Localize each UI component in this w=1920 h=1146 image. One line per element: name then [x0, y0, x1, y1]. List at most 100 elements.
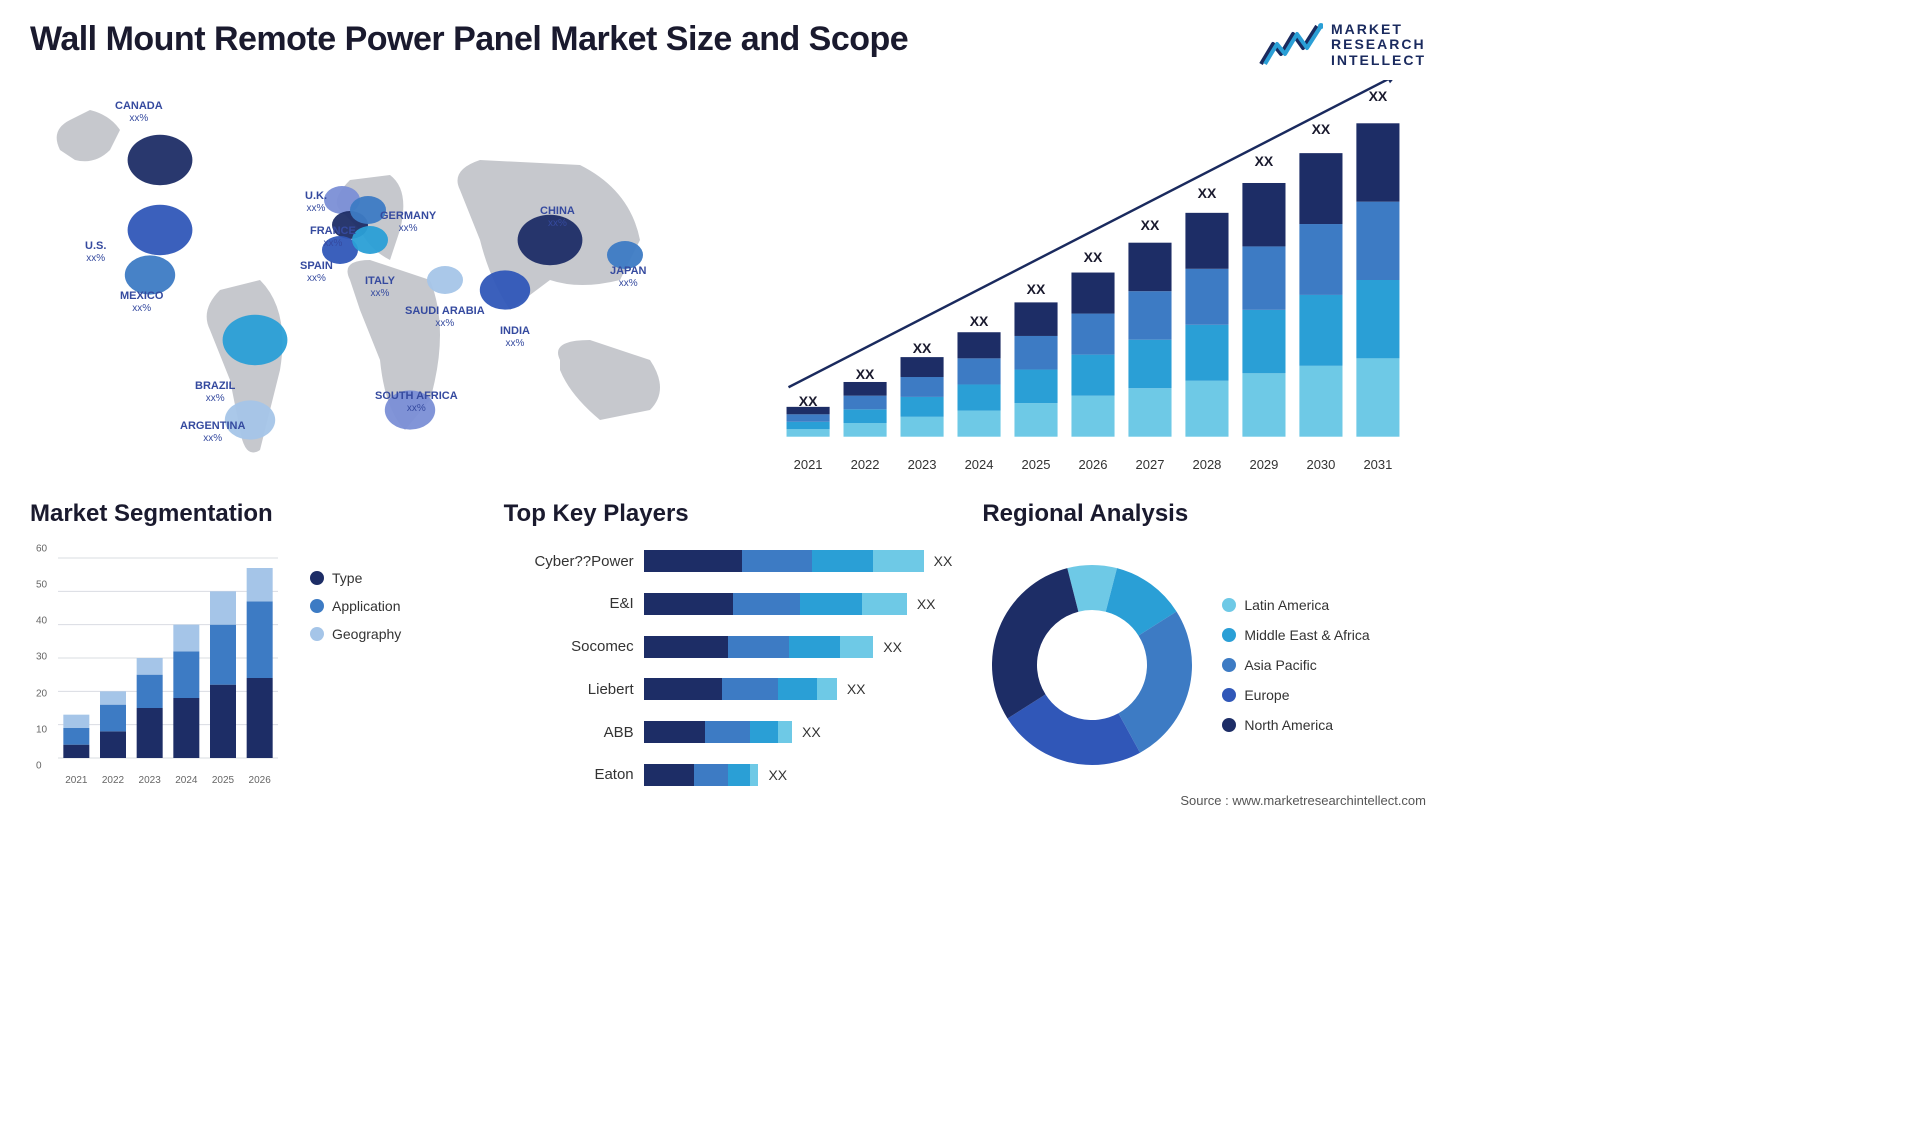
legend-item: Europe [1222, 687, 1369, 703]
logo: MARKET RESEARCH INTELLECT [1259, 20, 1426, 70]
player-bar-segment [750, 764, 758, 786]
player-bar-segment [644, 636, 728, 658]
player-name: Socomec [504, 638, 634, 655]
player-name: ABB [504, 724, 634, 741]
player-bar-segment [694, 764, 728, 786]
player-bar-segment [705, 721, 750, 743]
player-bar-segment [789, 636, 839, 658]
seg-ytick: 60 [36, 543, 47, 554]
legend-dot [1222, 688, 1236, 702]
legend-dot [310, 599, 324, 613]
player-bar [644, 593, 907, 615]
player-bar-segment [750, 721, 778, 743]
legend-label: Latin America [1244, 597, 1329, 613]
player-bar-segment [644, 550, 742, 572]
player-bar-segment [862, 593, 907, 615]
player-bar [644, 764, 759, 786]
growth-chart-svg [760, 80, 1426, 480]
player-name: Liebert [504, 681, 634, 698]
donut-svg [982, 555, 1202, 775]
seg-year-label: 2025 [212, 775, 234, 786]
legend-item: Application [310, 598, 401, 614]
logo-line2: RESEARCH [1331, 37, 1426, 52]
segmentation-panel: Market Segmentation 2021 2022 2023 2024 2025… [30, 500, 474, 790]
seg-year-label: 2026 [249, 775, 271, 786]
player-name: Cyber??Power [504, 553, 634, 570]
logo-line1: MARKET [1331, 22, 1426, 37]
player-row: E&I XX [504, 589, 953, 619]
player-bar [644, 678, 837, 700]
legend-item: North America [1222, 717, 1369, 733]
legend-item: Asia Pacific [1222, 657, 1369, 673]
player-bar [644, 721, 792, 743]
regional-legend: Latin America Middle East & Africa Asia Pa… [1222, 597, 1369, 733]
segmentation-title: Market Segmentation [30, 500, 474, 528]
player-bar-segment [644, 593, 734, 615]
player-value: XX [847, 681, 866, 697]
player-value: XX [883, 639, 902, 655]
seg-year-label: 2024 [175, 775, 197, 786]
legend-dot [1222, 718, 1236, 732]
legend-dot [310, 571, 324, 585]
player-bar-segment [800, 593, 862, 615]
regional-panel: Regional Analysis Latin America Middle Ea… [982, 500, 1426, 790]
logo-icon [1259, 20, 1323, 70]
legend-dot [1222, 628, 1236, 642]
world-map: CANADAxx%U.S.xx%MEXICOxx%BRAZILxx%ARGENT… [30, 80, 730, 480]
player-bar-segment [722, 678, 778, 700]
player-bar [644, 550, 924, 572]
legend-item: Type [310, 570, 401, 586]
seg-ytick: 30 [36, 652, 47, 663]
page-title: Wall Mount Remote Power Panel Market Siz… [30, 20, 908, 59]
player-bar-segment [778, 721, 792, 743]
players-panel: Top Key Players Cyber??PowerXXE&IXXSocom… [504, 500, 953, 790]
legend-item: Geography [310, 626, 401, 642]
segmentation-legend: Type Application Geography [310, 540, 401, 790]
legend-dot [310, 627, 324, 641]
segmentation-chart: 2021 2022 2023 2024 2025 2026 0 10 20 30 40 50 60 [30, 540, 290, 790]
seg-ytick: 50 [36, 579, 47, 590]
player-row: Socomec XX [504, 632, 953, 662]
player-row: Eaton XX [504, 760, 953, 790]
seg-year-label: 2022 [102, 775, 124, 786]
seg-year-label: 2023 [139, 775, 161, 786]
player-bar-segment [812, 550, 874, 572]
player-row: Liebert XX [504, 674, 953, 704]
legend-label: Application [332, 598, 401, 614]
legend-dot [1222, 598, 1236, 612]
player-bar-segment [728, 636, 790, 658]
legend-label: North America [1244, 717, 1333, 733]
legend-label: Geography [332, 626, 401, 642]
map-svg [30, 80, 730, 480]
player-bar-segment [873, 550, 923, 572]
player-bar-segment [644, 678, 722, 700]
seg-year-label: 2021 [65, 775, 87, 786]
legend-label: Type [332, 570, 362, 586]
legend-item: Latin America [1222, 597, 1369, 613]
player-value: XX [934, 553, 953, 569]
regional-title: Regional Analysis [982, 500, 1426, 528]
player-bar [644, 636, 874, 658]
player-bar-segment [742, 550, 812, 572]
player-bar-segment [644, 764, 694, 786]
player-bar-segment [778, 678, 817, 700]
legend-item: Middle East & Africa [1222, 627, 1369, 643]
player-value: XX [917, 596, 936, 612]
seg-ytick: 0 [36, 761, 42, 772]
player-name: Eaton [504, 766, 634, 783]
growth-chart: 2021202220232024202520262027202820292030… [760, 80, 1426, 480]
player-value: XX [802, 724, 821, 740]
player-bar-segment [840, 636, 874, 658]
logo-line3: INTELLECT [1331, 53, 1426, 68]
source-label: Source : www.marketresearchintellect.com [1180, 793, 1426, 808]
seg-ytick: 10 [36, 724, 47, 735]
seg-ytick: 40 [36, 616, 47, 627]
player-bar-segment [644, 721, 706, 743]
legend-dot [1222, 658, 1236, 672]
player-value: XX [768, 767, 787, 783]
player-bar-segment [728, 764, 750, 786]
legend-label: Asia Pacific [1244, 657, 1316, 673]
player-name: E&I [504, 595, 634, 612]
players-title: Top Key Players [504, 500, 953, 528]
seg-ytick: 20 [36, 688, 47, 699]
